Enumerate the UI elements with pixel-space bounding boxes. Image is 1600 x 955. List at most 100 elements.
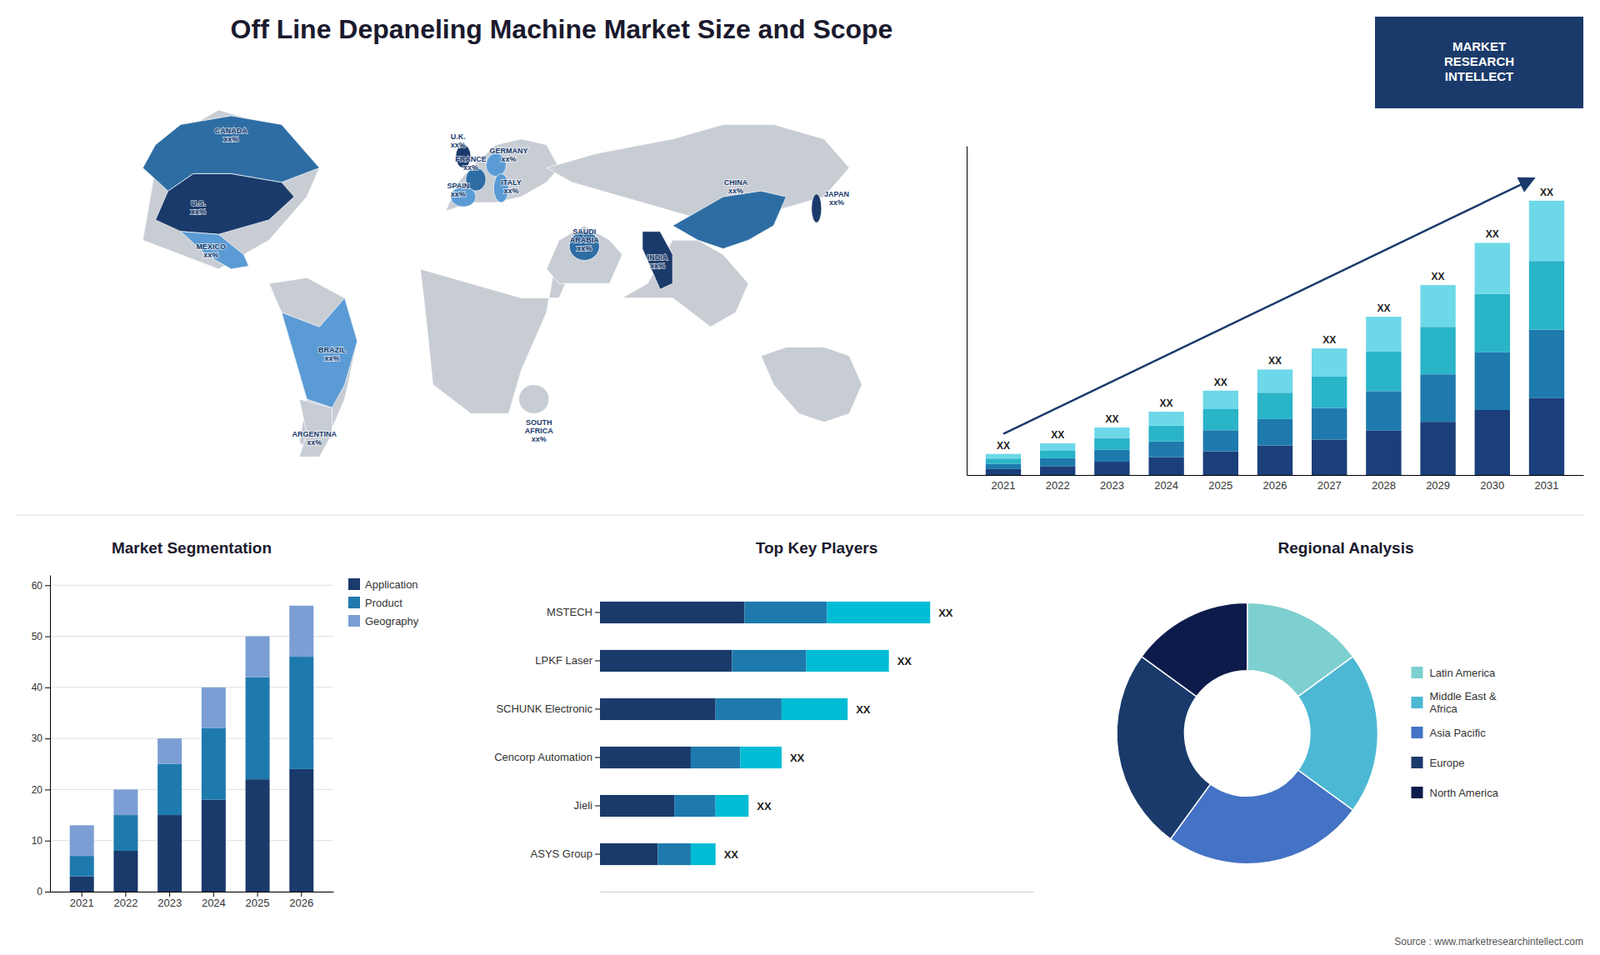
figure: CANADAxx%U.S.xx%MEXICOxx%BRAZILxx%ARGENT…	[0, 0, 1600, 955]
y-tick-label: 60	[31, 580, 44, 592]
legend-item: Geography	[348, 615, 420, 628]
y-tick-label: Jieli	[574, 799, 594, 812]
bar	[1094, 427, 1130, 439]
tick-mark	[213, 891, 215, 897]
map-label: MEXICOxx%	[195, 242, 226, 260]
bar	[70, 855, 95, 877]
map-region	[445, 139, 560, 212]
bar	[1475, 410, 1510, 475]
bar-annotations: XXXXXXXXXXXX	[724, 606, 954, 861]
bar	[1203, 409, 1239, 430]
bar	[1529, 200, 1565, 261]
y-tick-label: SCHUNK Electronic	[495, 702, 593, 715]
map-label: JAPANxx%	[824, 190, 850, 207]
y-tick: 60	[31, 580, 50, 592]
tick-mark	[300, 891, 302, 897]
map-label: SAUDIARABIAxx%	[570, 227, 600, 253]
bar	[715, 698, 782, 720]
bar	[1257, 419, 1293, 446]
bar	[70, 876, 95, 892]
bar-series	[657, 601, 827, 865]
bar	[826, 601, 930, 624]
tick-mark	[45, 585, 50, 586]
x-tick: 2022	[113, 891, 138, 910]
bar	[1420, 285, 1455, 327]
tick-mark	[81, 891, 83, 897]
bar	[157, 815, 182, 892]
bar	[1148, 425, 1184, 442]
x-tick: 2028	[1371, 475, 1396, 492]
bar-annotation: XX	[855, 703, 871, 716]
map: CANADAxx%U.S.xx%MEXICOxx%BRAZILxx%ARGENT…	[142, 110, 862, 457]
bar-series	[985, 200, 1565, 459]
bar-series	[70, 605, 315, 856]
y-axis	[966, 146, 968, 476]
bar	[70, 825, 95, 856]
bar	[674, 795, 716, 817]
bar	[657, 843, 691, 865]
legend: ApplicationProductGeography	[348, 578, 420, 628]
bar	[1475, 294, 1510, 353]
bar	[1420, 421, 1455, 475]
bar	[289, 769, 314, 892]
axis-line	[600, 575, 601, 893]
bars	[600, 601, 930, 865]
y-tick: LPKF Laser	[535, 654, 600, 667]
bar	[113, 815, 138, 851]
bar-annotation: XX	[1376, 302, 1390, 315]
map-region	[672, 190, 786, 249]
axis-line	[50, 575, 51, 893]
tick-mark	[45, 687, 50, 689]
legend-swatch	[1411, 666, 1424, 679]
y-tick-label: 0	[36, 885, 43, 898]
legend-label: North America	[1430, 786, 1500, 800]
legend-label: Product	[365, 596, 403, 610]
bar	[600, 746, 691, 769]
bar	[1475, 351, 1510, 410]
bar	[201, 800, 226, 892]
bar	[1311, 439, 1347, 475]
bar-annotation: XX	[1431, 270, 1445, 283]
bar	[806, 650, 890, 672]
map-regions	[142, 110, 862, 457]
pie-chart: Regional AnalysisLatin AmericaMiddle Eas…	[1116, 539, 1500, 865]
legend-item: Middle East &Africa	[1411, 690, 1498, 715]
y-tick: 30	[31, 732, 50, 745]
x-tick-label: 2021	[991, 479, 1016, 492]
x-tick-label: 2028	[1371, 479, 1396, 492]
map-region	[142, 110, 320, 270]
tick-mark	[125, 891, 126, 897]
y-tick-label: LPKF Laser	[535, 654, 593, 667]
bar	[245, 779, 270, 892]
bar	[1257, 445, 1293, 475]
logo-text: MARKETRESEARCHINTELLECT	[1444, 39, 1515, 84]
legend-label: Geography	[365, 615, 420, 628]
bar-annotation: XX	[1268, 355, 1282, 367]
bar-chart: XXXXXXXXXXXXXXXXXXXXXX202120222023202420…	[967, 146, 1585, 493]
bar-annotation: XX	[1160, 397, 1174, 410]
map-region	[569, 231, 600, 261]
bar	[1203, 390, 1239, 410]
bar-series	[70, 656, 315, 877]
legend-item: North America	[1411, 786, 1500, 800]
bar	[600, 698, 716, 720]
legend-label: Latin America	[1430, 666, 1497, 680]
bar	[1420, 326, 1455, 375]
map-label: SPAINxx%	[446, 181, 470, 199]
y-tick-label: 20	[31, 784, 44, 796]
bar	[1094, 438, 1130, 450]
x-tick-label: 2024	[1154, 479, 1179, 492]
legend-swatch	[348, 578, 360, 590]
map-label: U.K.xx%	[450, 132, 466, 150]
y-tick: Cencorp Automation	[494, 750, 600, 764]
map-region	[622, 240, 749, 327]
x-tick-label: 2030	[1480, 479, 1505, 492]
bar	[1148, 411, 1184, 426]
bar-chart: Market Segmentation202120222023202420252…	[31, 539, 420, 910]
map-labels: CANADAxx%U.S.xx%MEXICOxx%BRAZILxx%ARGENT…	[190, 126, 850, 447]
bar	[731, 650, 806, 672]
trend-arrow	[1003, 179, 1533, 435]
logo-box	[1375, 16, 1584, 109]
map-region	[519, 385, 550, 415]
bar	[245, 677, 270, 780]
